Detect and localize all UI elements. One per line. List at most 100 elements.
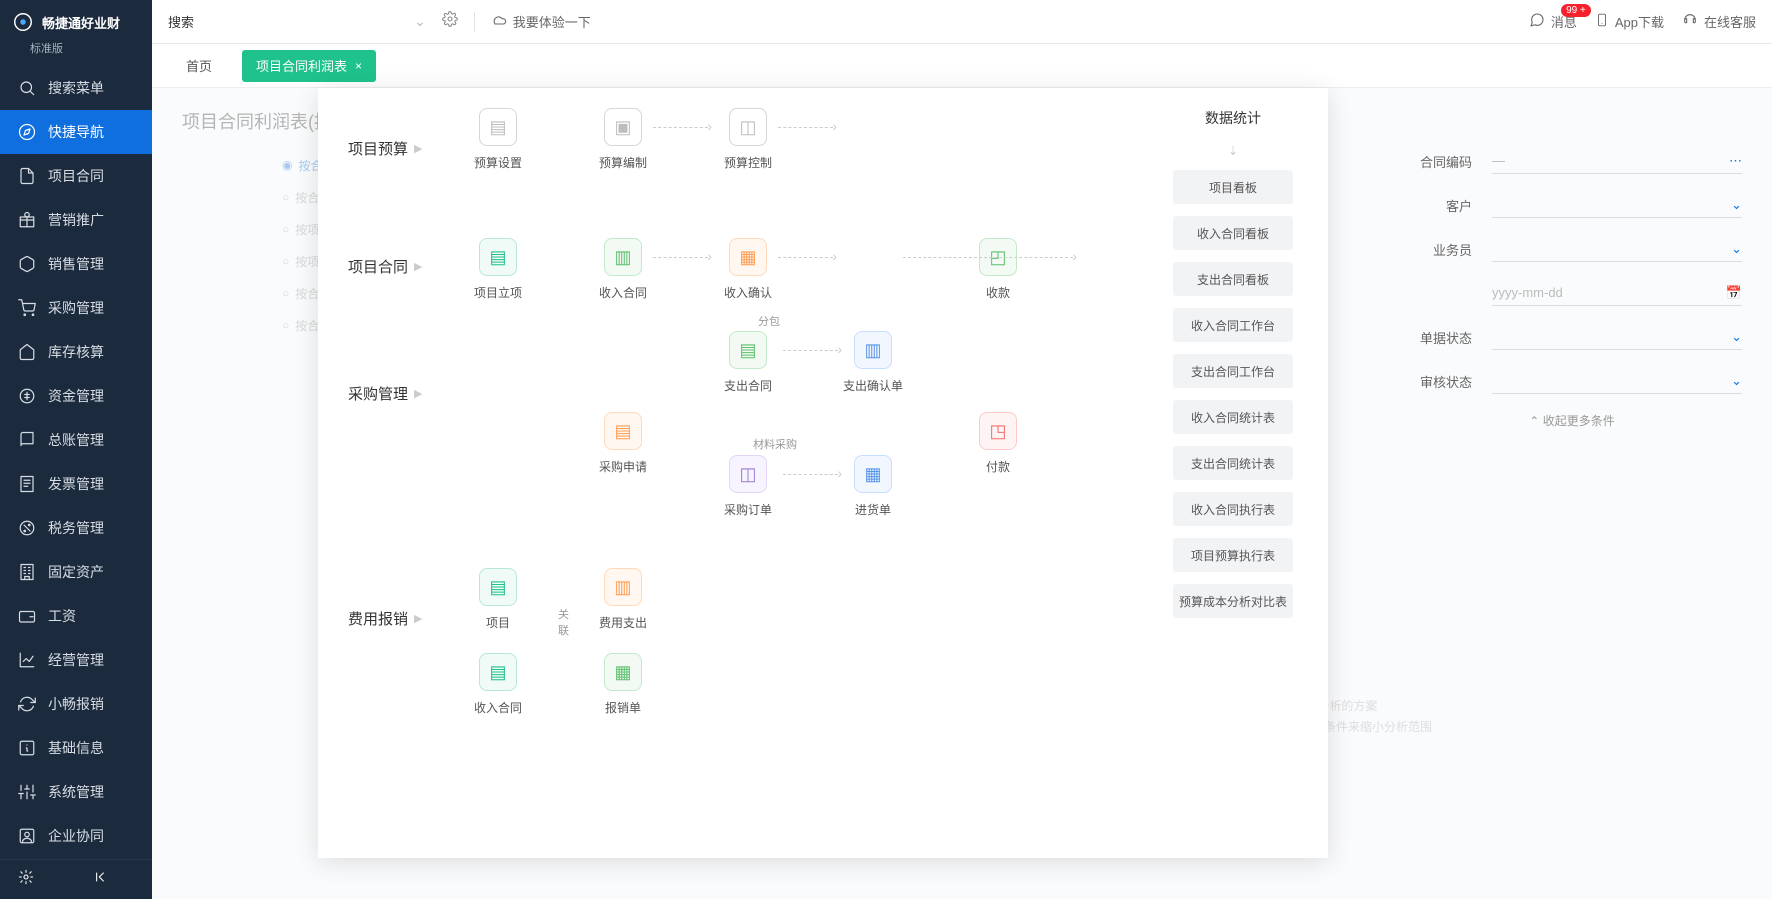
- flow-node[interactable]: ◰收款: [968, 238, 1028, 301]
- flow-node[interactable]: ▦收入确认: [718, 238, 778, 301]
- sidebar-item-3[interactable]: 营销推广: [0, 198, 152, 242]
- flow-node[interactable]: ▥费用支出: [593, 568, 653, 631]
- calendar-icon[interactable]: 📅: [1726, 285, 1742, 301]
- sf-input[interactable]: —⋯: [1492, 148, 1742, 174]
- sf-input[interactable]: ⌄: [1492, 192, 1742, 218]
- flow-node[interactable]: ▤项目立项: [468, 238, 528, 301]
- flow-node[interactable]: ◫预算控制: [718, 108, 778, 171]
- sidebar-item-0[interactable]: 搜索菜单: [0, 66, 152, 110]
- service-label: 在线客服: [1704, 12, 1756, 31]
- sidebar-item-7[interactable]: 资金管理: [0, 374, 152, 418]
- messages-link[interactable]: 消息 99 +: [1529, 12, 1577, 31]
- report-link[interactable]: 项目看板: [1173, 170, 1293, 204]
- sidebar-item-8[interactable]: 总账管理: [0, 418, 152, 462]
- nav-label: 工资: [48, 606, 76, 626]
- sidebar-item-11[interactable]: 固定资产: [0, 550, 152, 594]
- flow-node[interactable]: ▦进货单: [843, 455, 903, 518]
- more-icon[interactable]: ⋯: [1729, 153, 1742, 169]
- date-input[interactable]: yyyy-mm-dd📅: [1492, 280, 1742, 306]
- sf-label: 单据状态: [1402, 328, 1472, 347]
- service-link[interactable]: 在线客服: [1682, 12, 1756, 31]
- branch-label: 分包: [758, 313, 780, 329]
- flow-node[interactable]: ▥收入合同: [593, 238, 653, 301]
- report-link[interactable]: 收入合同统计表: [1173, 400, 1293, 434]
- sidebar-item-4[interactable]: 销售管理: [0, 242, 152, 286]
- sidebar-item-12[interactable]: 工资: [0, 594, 152, 638]
- flow-node[interactable]: ▤支出合同: [718, 331, 778, 394]
- node-label: 收款: [986, 284, 1010, 301]
- nav-label: 总账管理: [48, 430, 104, 450]
- doc-icon: ▤: [479, 568, 517, 606]
- home-icon: [18, 343, 36, 361]
- sidebar-item-10[interactable]: 税务管理: [0, 506, 152, 550]
- report-link[interactable]: 收入合同执行表: [1173, 492, 1293, 526]
- sidebar-item-2[interactable]: 项目合同: [0, 154, 152, 198]
- chevron-down-icon[interactable]: ⌄: [1731, 197, 1742, 213]
- report-link[interactable]: 支出合同统计表: [1173, 446, 1293, 480]
- collapse-toggle[interactable]: ⌃ 收起更多条件: [1402, 412, 1742, 429]
- sidebar-item-13[interactable]: 经营管理: [0, 638, 152, 682]
- report-link[interactable]: 项目预算执行表: [1173, 538, 1293, 572]
- doc-icon: ▦: [854, 455, 892, 493]
- logo-text: 畅捷通好业财: [42, 13, 120, 32]
- doc-icon: ▦: [604, 653, 642, 691]
- download-link[interactable]: App下载: [1595, 12, 1664, 31]
- flow-node[interactable]: ▤预算设置: [468, 108, 528, 171]
- settings-icon[interactable]: [18, 869, 34, 890]
- flow-node[interactable]: ▤项目: [468, 568, 528, 631]
- arrow-icon: [783, 474, 838, 475]
- nav-label: 库存核算: [48, 342, 104, 362]
- flow-node[interactable]: ▤收入合同: [468, 653, 528, 716]
- flow-node[interactable]: ▦报销单: [593, 653, 653, 716]
- tab-0[interactable]: 首页: [172, 50, 226, 82]
- sidebar-item-9[interactable]: 发票管理: [0, 462, 152, 506]
- report-link[interactable]: 收入合同工作台: [1173, 308, 1293, 342]
- chevron-down-icon[interactable]: ⌄: [414, 13, 426, 30]
- section-title: 项目预算▶: [348, 138, 422, 159]
- experience-link[interactable]: 我要体验一下: [491, 12, 591, 31]
- tab-1[interactable]: 项目合同利润表 ×: [242, 50, 376, 82]
- doc-icon: ▥: [854, 331, 892, 369]
- sidebar-item-1[interactable]: 快捷导航: [0, 110, 152, 154]
- sidebar-item-17[interactable]: 企业协同: [0, 814, 152, 858]
- node-label: 收入合同: [474, 699, 522, 716]
- side-filter-row: 业务员 ⌄: [1402, 236, 1742, 262]
- sf-input[interactable]: ⌄: [1492, 324, 1742, 350]
- flow-node[interactable]: ▤采购申请: [593, 412, 653, 475]
- sidebar-footer: [0, 859, 152, 899]
- report-link[interactable]: 支出合同看板: [1173, 262, 1293, 296]
- tab-bar: 首页 项目合同利润表 ×: [152, 44, 1772, 88]
- reports-title: 数据统计: [1205, 108, 1261, 128]
- chevron-down-icon[interactable]: ⌄: [1731, 241, 1742, 257]
- sf-input[interactable]: ⌄: [1492, 368, 1742, 394]
- logo: 畅捷通好业财: [0, 0, 152, 44]
- divider: [474, 12, 475, 32]
- flow-node[interactable]: ◫采购订单: [718, 455, 778, 518]
- tab-label: 项目合同利润表: [256, 56, 347, 75]
- chevron-down-icon[interactable]: ⌄: [1731, 373, 1742, 389]
- global-search[interactable]: 搜索: [168, 8, 398, 36]
- gear-icon[interactable]: [442, 11, 458, 32]
- sidebar-item-15[interactable]: 基础信息: [0, 726, 152, 770]
- report-link[interactable]: 预算成本分析对比表: [1173, 584, 1293, 618]
- chevron-down-icon[interactable]: ⌄: [1731, 329, 1742, 345]
- reports-column: 数据统计 ⇣ 项目看板收入合同看板支出合同看板收入合同工作台支出合同工作台收入合…: [1168, 108, 1298, 618]
- collapse-icon[interactable]: [94, 869, 110, 890]
- sidebar-item-5[interactable]: 采购管理: [0, 286, 152, 330]
- flow-node[interactable]: ▣预算编制: [593, 108, 653, 171]
- sidebar-item-16[interactable]: 系统管理: [0, 770, 152, 814]
- flow-node[interactable]: ▥支出确认单: [843, 331, 903, 394]
- close-icon[interactable]: ×: [355, 59, 362, 73]
- report-link[interactable]: 收入合同看板: [1173, 216, 1293, 250]
- radio-icon: ○: [282, 254, 289, 268]
- report-link[interactable]: 支出合同工作台: [1173, 354, 1293, 388]
- arrow-icon: [783, 350, 838, 351]
- search-text: 搜索: [168, 12, 194, 31]
- sf-label: 客户: [1402, 196, 1472, 215]
- sidebar-item-6[interactable]: 库存核算: [0, 330, 152, 374]
- sf-label: 业务员: [1402, 240, 1472, 259]
- radio-icon: ○: [282, 222, 289, 236]
- sf-input[interactable]: ⌄: [1492, 236, 1742, 262]
- sidebar-item-14[interactable]: 小畅报销: [0, 682, 152, 726]
- nav-label: 发票管理: [48, 474, 104, 494]
